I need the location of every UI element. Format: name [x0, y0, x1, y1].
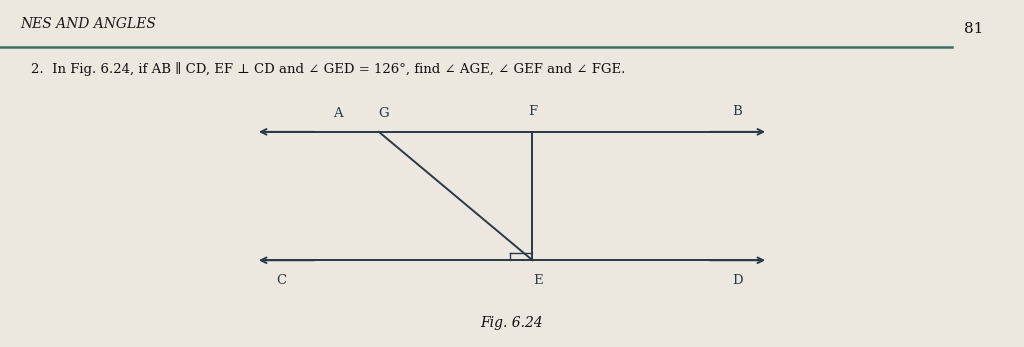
Text: 81: 81: [964, 23, 983, 36]
Text: G: G: [379, 107, 389, 120]
Text: E: E: [532, 274, 543, 287]
Text: B: B: [732, 105, 742, 118]
Text: A: A: [333, 107, 343, 120]
Text: F: F: [528, 105, 537, 118]
Text: NES AND ANGLES: NES AND ANGLES: [20, 17, 157, 31]
Text: D: D: [732, 274, 742, 287]
Text: 2.  In Fig. 6.24, if AB ∥ CD, EF ⊥ CD and ∠ GED = 126°, find ∠ AGE, ∠ GEF and ∠ : 2. In Fig. 6.24, if AB ∥ CD, EF ⊥ CD and…: [31, 62, 625, 76]
Text: Fig. 6.24: Fig. 6.24: [480, 316, 544, 330]
Text: C: C: [276, 274, 287, 287]
